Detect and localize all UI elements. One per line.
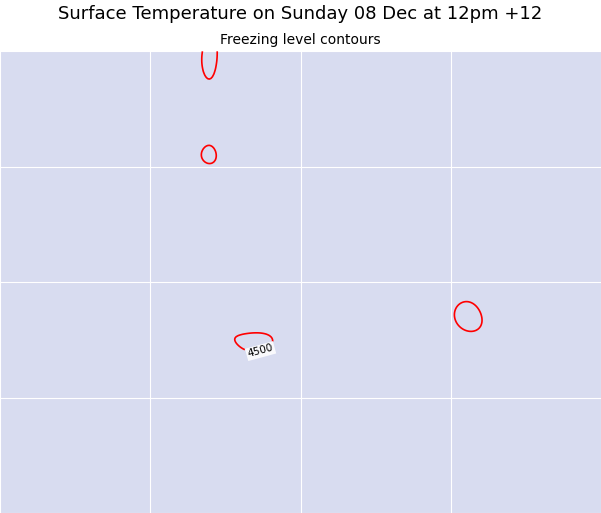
Text: 4500: 4500: [246, 343, 275, 360]
Text: Surface Temperature on Sunday 08 Dec at 12pm +12: Surface Temperature on Sunday 08 Dec at …: [58, 5, 543, 24]
Text: Freezing level contours: Freezing level contours: [220, 33, 381, 47]
